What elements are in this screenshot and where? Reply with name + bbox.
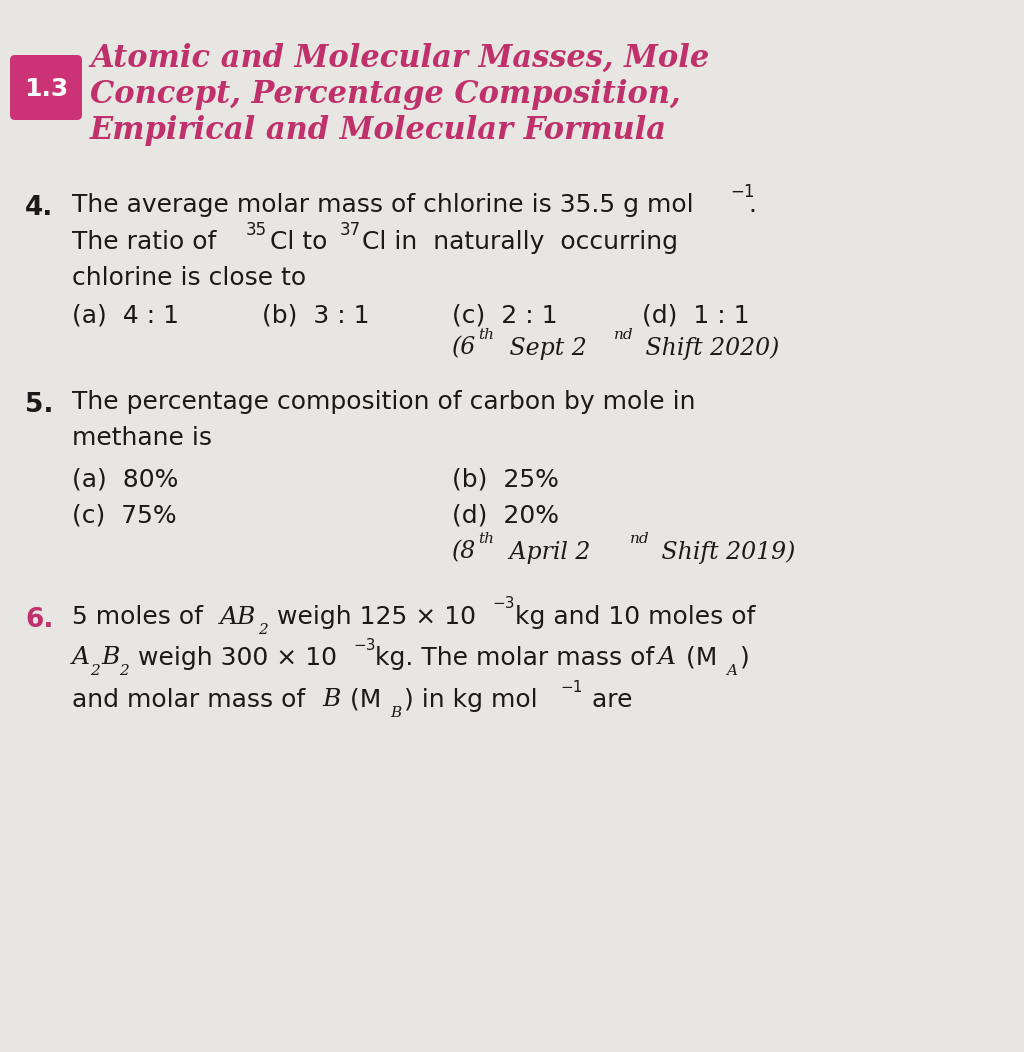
Text: (d)  1 : 1: (d) 1 : 1 (642, 303, 750, 327)
Text: th: th (478, 532, 494, 546)
Text: Shift 2020): Shift 2020) (638, 337, 779, 360)
Text: weigh 300 × 10: weigh 300 × 10 (130, 646, 337, 670)
Text: 2: 2 (119, 664, 129, 677)
Text: (a)  4 : 1: (a) 4 : 1 (72, 303, 179, 327)
Text: 5 moles of: 5 moles of (72, 605, 211, 629)
Text: (c)  75%: (c) 75% (72, 504, 176, 528)
Text: A: A (726, 664, 737, 677)
Text: 4.: 4. (25, 195, 53, 221)
Text: The average molar mass of chlorine is 35.5 g mol: The average molar mass of chlorine is 35… (72, 193, 693, 217)
Text: ) in kg mol: ) in kg mol (404, 688, 538, 712)
Text: 1.3: 1.3 (24, 77, 69, 101)
Text: (b)  3 : 1: (b) 3 : 1 (262, 303, 370, 327)
Text: 37: 37 (340, 221, 361, 239)
Text: kg. The molar mass of: kg. The molar mass of (367, 646, 663, 670)
Text: (M: (M (678, 646, 718, 670)
Text: (M: (M (342, 688, 381, 712)
Text: chlorine is close to: chlorine is close to (72, 266, 306, 290)
Text: Sept 2: Sept 2 (502, 337, 587, 360)
Text: (c)  2 : 1: (c) 2 : 1 (452, 303, 557, 327)
Text: 35: 35 (246, 221, 267, 239)
Text: Cl to: Cl to (270, 230, 328, 254)
Text: Concept, Percentage Composition,: Concept, Percentage Composition, (90, 79, 681, 109)
Text: (b)  25%: (b) 25% (452, 468, 559, 492)
Text: B: B (101, 647, 120, 669)
Text: −3: −3 (353, 638, 376, 652)
Text: −1: −1 (560, 680, 583, 694)
Text: nd: nd (630, 532, 649, 546)
Text: and molar mass of: and molar mass of (72, 688, 313, 712)
FancyBboxPatch shape (10, 55, 82, 120)
Text: ): ) (740, 646, 750, 670)
Text: (6: (6 (452, 337, 476, 360)
Text: A: A (72, 647, 90, 669)
Text: B: B (322, 688, 340, 711)
Text: th: th (478, 328, 494, 342)
Text: .: . (748, 193, 756, 217)
Text: (a)  80%: (a) 80% (72, 468, 178, 492)
Text: (8: (8 (452, 541, 476, 564)
Text: The ratio of: The ratio of (72, 230, 224, 254)
Text: methane is: methane is (72, 426, 212, 450)
Text: 2: 2 (90, 664, 99, 677)
Text: 6.: 6. (25, 607, 53, 633)
Text: nd: nd (614, 328, 634, 342)
Text: AB: AB (220, 606, 256, 628)
Text: A: A (658, 647, 676, 669)
Text: April 2: April 2 (502, 541, 591, 564)
Text: 2: 2 (258, 623, 267, 638)
Text: Cl in  naturally  occurring: Cl in naturally occurring (362, 230, 678, 254)
Text: 5.: 5. (25, 392, 53, 418)
Text: −3: −3 (492, 596, 514, 611)
Text: Shift 2019): Shift 2019) (654, 541, 796, 564)
Text: B: B (390, 706, 401, 720)
Text: kg and 10 moles of: kg and 10 moles of (507, 605, 756, 629)
Text: weigh 125 × 10: weigh 125 × 10 (269, 605, 476, 629)
Text: The percentage composition of carbon by mole in: The percentage composition of carbon by … (72, 390, 695, 414)
Text: Empirical and Molecular Formula: Empirical and Molecular Formula (90, 115, 667, 145)
Text: (d)  20%: (d) 20% (452, 504, 559, 528)
Text: Atomic and Molecular Masses, Mole: Atomic and Molecular Masses, Mole (90, 42, 710, 74)
Text: −1: −1 (730, 183, 755, 201)
Text: are: are (575, 688, 633, 712)
